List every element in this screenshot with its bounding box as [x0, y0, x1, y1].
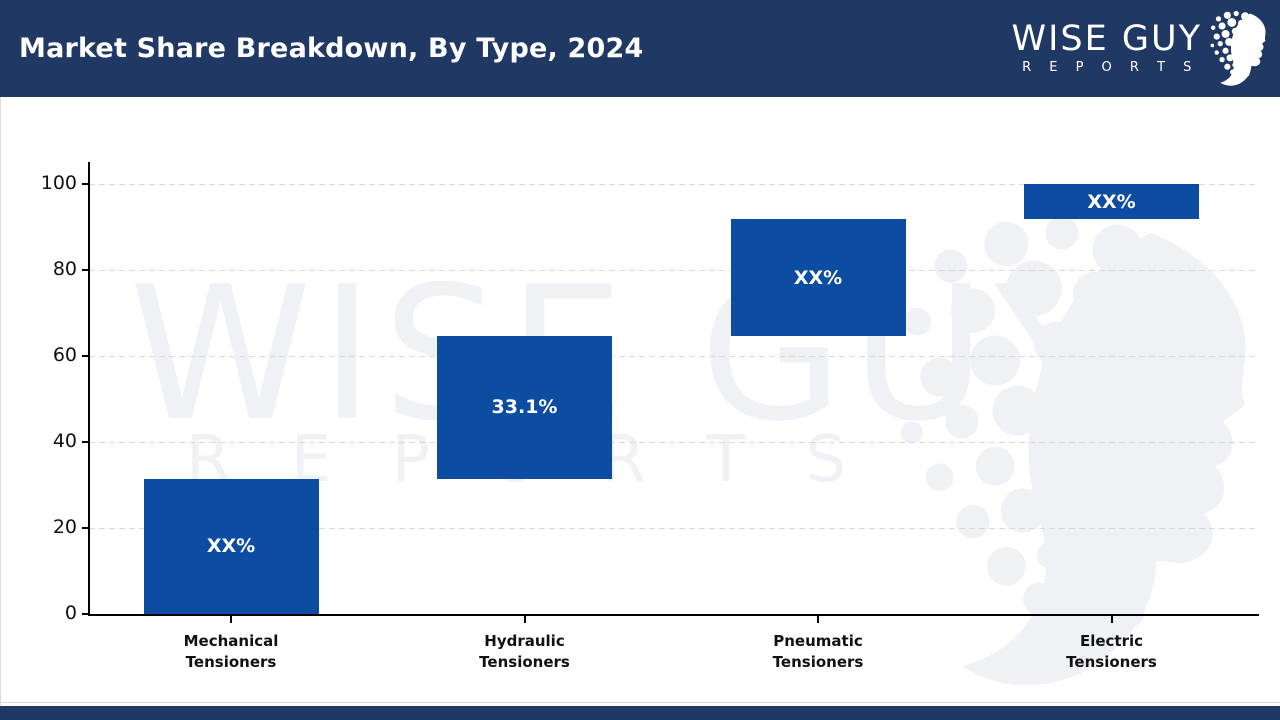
logo-text: WISE GUY R E P O R T S: [1011, 19, 1202, 76]
chart-bar: XX%: [1024, 184, 1199, 220]
x-tick-mark: [230, 616, 232, 623]
y-tick-mark: [82, 441, 89, 443]
x-tick-mark: [817, 616, 819, 623]
gridline: [89, 183, 1259, 185]
wiseguy-face-icon: [1206, 10, 1270, 88]
x-category-label: Electric Tensioners: [1002, 631, 1222, 673]
x-category-label: Hydraulic Tensioners: [415, 631, 635, 673]
footer-bar: [0, 706, 1280, 720]
x-category-line: Hydraulic: [484, 632, 565, 650]
chart-bar: 33.1%: [437, 336, 612, 479]
bar-value-label: XX%: [1087, 190, 1136, 213]
watermark-wordmark: WISE GUY: [129, 246, 1116, 462]
x-category-line: Tensioners: [479, 653, 570, 671]
y-tick-mark: [82, 269, 89, 271]
y-tick-label: 80: [52, 258, 77, 280]
x-category-label: Mechanical Tensioners: [121, 631, 341, 673]
wiseguy-logo: WISE GUY R E P O R T S: [1011, 10, 1270, 88]
x-tick-mark: [523, 616, 526, 623]
y-tick-mark: [82, 613, 89, 615]
chart-bar: XX%: [730, 219, 906, 337]
y-tick-mark: [82, 527, 89, 529]
x-category-line: Tensioners: [185, 653, 277, 671]
x-category-line: Tensioners: [772, 653, 864, 671]
gridline: [89, 441, 1259, 443]
y-tick-label: 40: [52, 430, 77, 452]
watermark-face-icon: [873, 210, 1273, 700]
chart-bar: XX%: [143, 478, 319, 614]
bar-value-label: 33.1%: [491, 396, 558, 419]
bottom-divider: [1, 702, 1280, 703]
logo-subtext: R E P O R T S: [1022, 60, 1199, 75]
x-category-line: Electric: [1079, 632, 1144, 650]
y-axis-spine: [88, 162, 90, 616]
chart-title: Market Share Breakdown, By Type, 2024: [19, 33, 644, 64]
x-category-line: Mechanical: [183, 632, 279, 650]
y-tick-label: 0: [64, 602, 77, 624]
x-tick-mark: [1110, 616, 1113, 623]
y-tick-label: 100: [40, 172, 77, 194]
gridline: [89, 355, 1259, 357]
bar-value-label: XX%: [793, 266, 843, 289]
x-category-line: Tensioners: [1066, 653, 1157, 671]
y-tick-mark: [82, 355, 89, 357]
gridline: [89, 527, 1259, 529]
y-tick-mark: [82, 183, 89, 185]
x-axis-spine: [88, 614, 1259, 616]
x-category-line: Pneumatic: [773, 632, 863, 650]
gridline: [89, 269, 1259, 271]
bar-value-label: XX%: [206, 535, 256, 558]
header-bar: Market Share Breakdown, By Type, 2024 WI…: [0, 0, 1280, 97]
x-category-label: Pneumatic Tensioners: [708, 631, 928, 673]
y-tick-label: 60: [52, 344, 77, 366]
logo-wordmark: WISE GUY: [1011, 19, 1202, 59]
y-tick-label: 20: [52, 516, 77, 538]
